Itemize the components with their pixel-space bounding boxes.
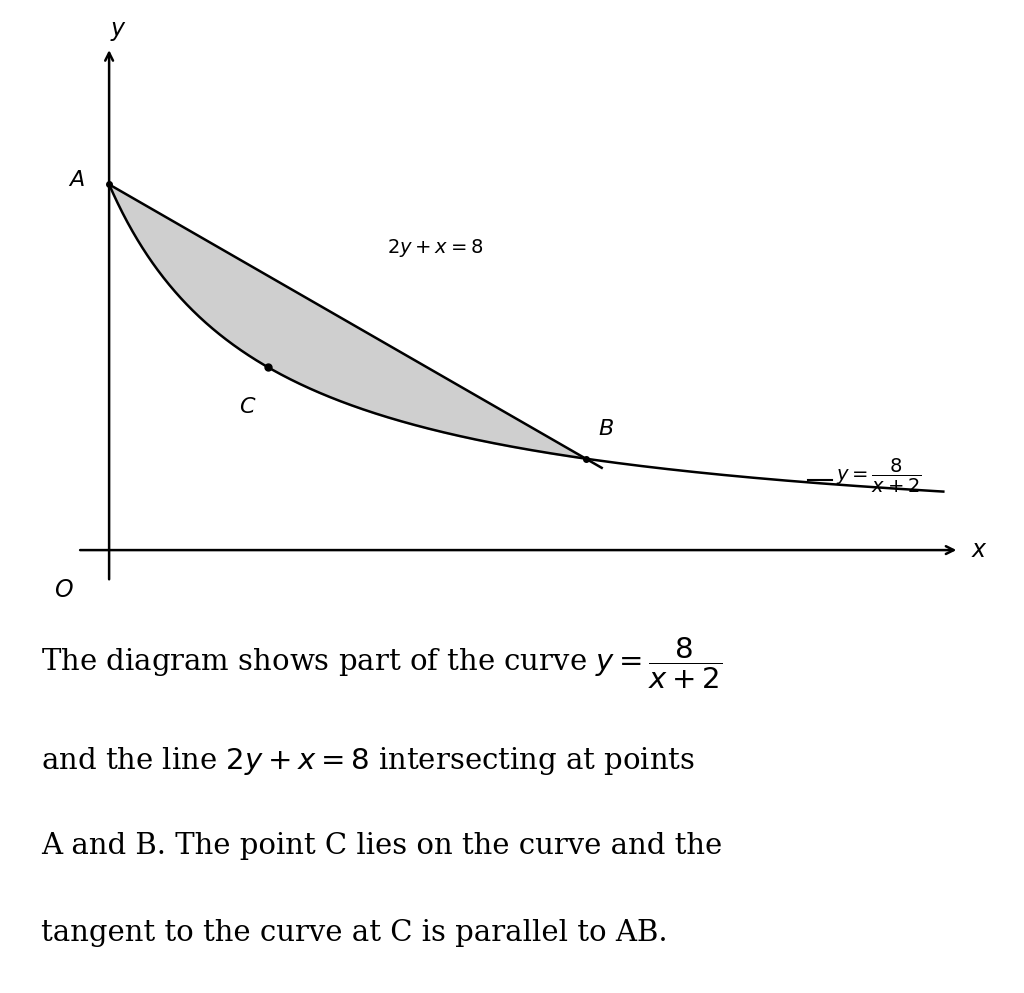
Text: and the line $2y + x = 8$ intersecting at points: and the line $2y + x = 8$ intersecting a… xyxy=(41,746,695,778)
Text: A and B. The point C lies on the curve and the: A and B. The point C lies on the curve a… xyxy=(41,832,722,860)
Text: $B$: $B$ xyxy=(598,419,613,439)
Text: $A$: $A$ xyxy=(69,170,85,190)
Text: $C$: $C$ xyxy=(239,396,256,416)
Text: $O$: $O$ xyxy=(53,578,74,602)
Text: $2y + x = 8$: $2y + x = 8$ xyxy=(387,237,483,259)
Text: tangent to the curve at C is parallel to AB.: tangent to the curve at C is parallel to… xyxy=(41,919,668,947)
Text: $y = \dfrac{8}{x+2}$: $y = \dfrac{8}{x+2}$ xyxy=(836,457,922,495)
Text: The diagram shows part of the curve $y = \dfrac{8}{x+2}$: The diagram shows part of the curve $y =… xyxy=(41,636,722,691)
Text: $x$: $x$ xyxy=(971,538,988,562)
Text: $y$: $y$ xyxy=(111,19,127,43)
